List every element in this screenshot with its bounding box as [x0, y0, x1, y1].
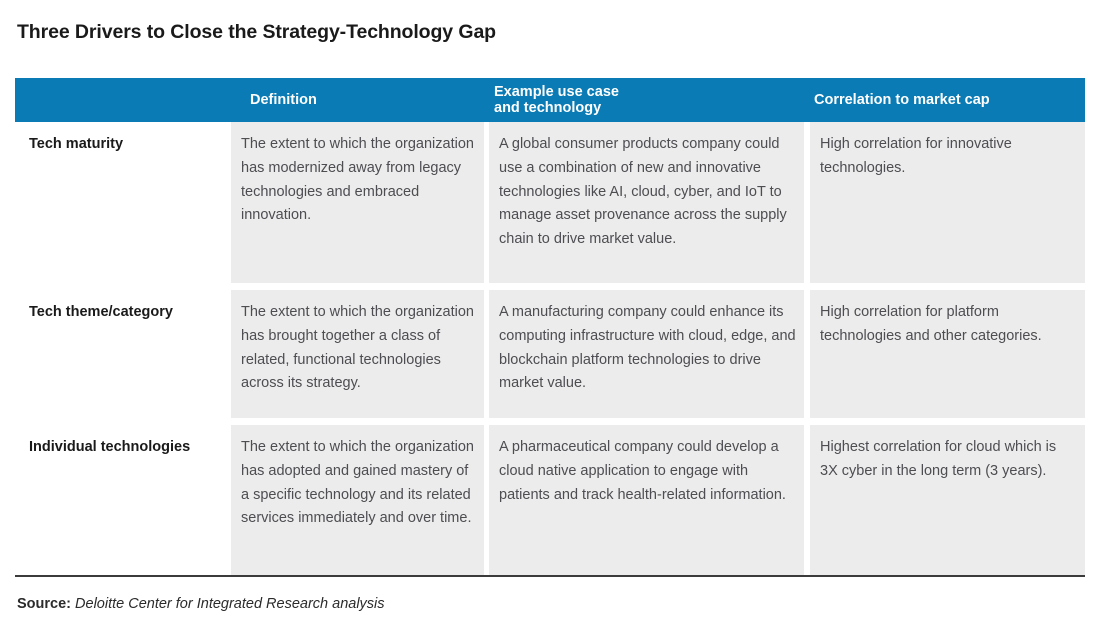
column-gap — [804, 122, 810, 283]
column-gap — [484, 290, 489, 418]
footer-divider — [15, 575, 1085, 577]
table-row: Individual technologies The extent to wh… — [15, 425, 1085, 576]
row-example-cell: A pharmaceutical company could develop a… — [489, 425, 804, 576]
row-correlation-cell: High correlation for innovative technolo… — [810, 122, 1085, 283]
row-example-cell: A manufacturing company could enhance it… — [489, 290, 804, 418]
row-example-cell: A global consumer products company could… — [489, 122, 804, 283]
row-correlation-cell: High correlation for platform technologi… — [810, 290, 1085, 418]
column-header-example: Example use case and technology — [484, 78, 804, 122]
column-header-example-line2: and technology — [494, 100, 602, 116]
source-note: Source: Deloitte Center for Integrated R… — [17, 596, 385, 612]
column-header-example-line1: Example use case — [494, 84, 619, 100]
row-definition-cell: The extent to which the organization has… — [231, 122, 484, 283]
table-header-row: Definition Example use case and technolo… — [15, 78, 1085, 122]
row-correlation-cell: Highest correlation for cloud which is 3… — [810, 425, 1085, 576]
column-header-correlation: Correlation to market cap — [804, 78, 1085, 122]
column-header-definition-label: Definition — [250, 92, 317, 108]
column-header-correlation-label: Correlation to market cap — [814, 92, 990, 108]
table-body: Tech maturity The extent to which the or… — [15, 122, 1085, 576]
source-label: Source: — [17, 596, 71, 612]
column-gap — [804, 425, 810, 576]
row-definition-cell: The extent to which the organization has… — [231, 425, 484, 576]
row-definition-cell: The extent to which the organization has… — [231, 290, 484, 418]
source-text: Deloitte Center for Integrated Research … — [75, 596, 385, 612]
column-gap — [484, 425, 489, 576]
column-gap — [804, 290, 810, 418]
row-driver-label: Individual technologies — [15, 425, 231, 576]
row-driver-label: Tech theme/category — [15, 290, 231, 418]
drivers-table: Definition Example use case and technolo… — [15, 78, 1085, 576]
row-driver-label: Tech maturity — [15, 122, 231, 283]
page-title: Three Drivers to Close the Strategy-Tech… — [17, 21, 496, 43]
column-header-driver — [15, 78, 231, 122]
table-row: Tech maturity The extent to which the or… — [15, 122, 1085, 283]
table-row: Tech theme/category The extent to which … — [15, 290, 1085, 418]
column-header-definition: Definition — [231, 78, 484, 122]
column-gap — [484, 122, 489, 283]
